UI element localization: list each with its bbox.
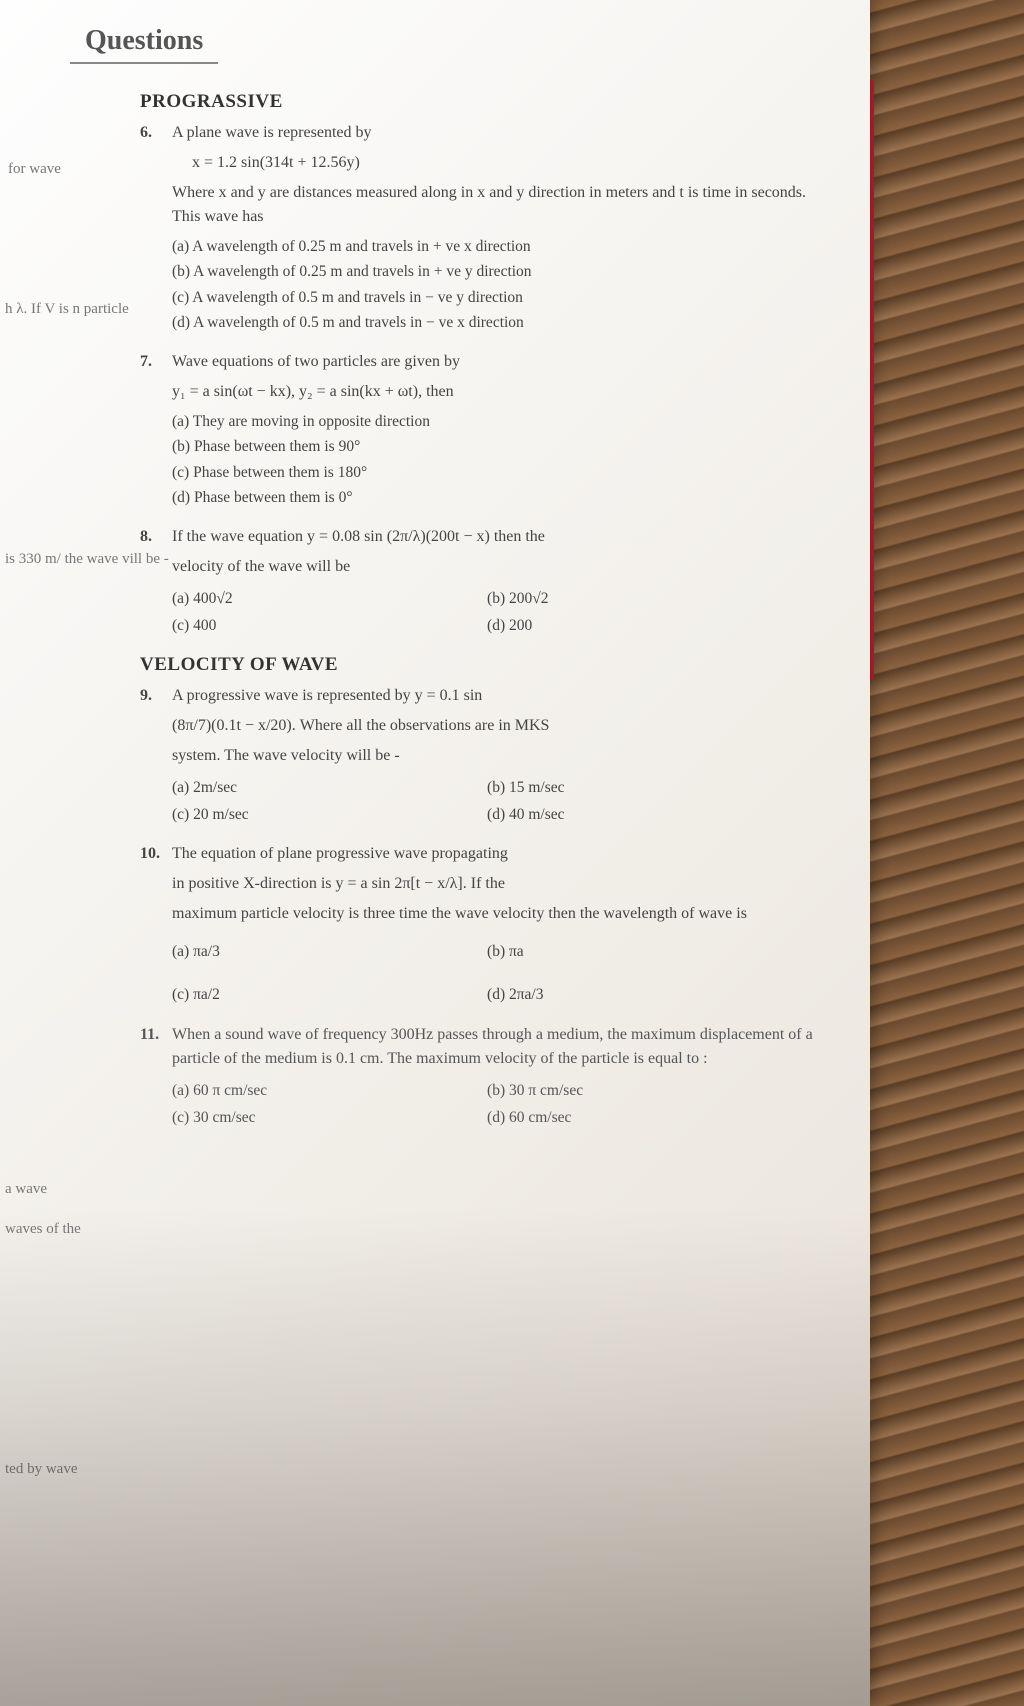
section-progressive: PROGRASSIVE xyxy=(140,91,820,113)
q7-num: 7. xyxy=(140,350,168,374)
q6-text2: Where x and y are distances measured alo… xyxy=(172,181,820,229)
q10-text3: maximum particle velocity is three time … xyxy=(172,902,820,926)
q8-opt-a: (a) 400√2 xyxy=(172,587,483,610)
margin-note-2: h λ. If V is n particle xyxy=(5,300,129,320)
q8-opt-d: (d) 200 xyxy=(487,614,798,637)
q9-num: 9. xyxy=(140,684,168,708)
q8-opt-c: (c) 400 xyxy=(172,614,483,637)
q9-opt-c: (c) 20 m/sec xyxy=(172,803,483,826)
page-surface: Questions for wave h λ. If V is n partic… xyxy=(0,0,870,1706)
q7-text1: Wave equations of two particles are give… xyxy=(172,350,820,374)
question-11: 11. When a sound wave of frequency 300Hz… xyxy=(140,1023,820,1132)
q8-text2: velocity of the wave will be xyxy=(172,555,820,579)
question-8: 8. If the wave equation y = 0.08 sin (2π… xyxy=(140,525,820,640)
margin-note-3: is 330 m/ the wave vill be - xyxy=(5,550,169,570)
q9-opt-d: (d) 40 m/sec xyxy=(487,803,798,826)
q10-opt-b: (b) πa xyxy=(487,940,798,963)
question-9: 9. A progressive wave is represented by … xyxy=(140,684,820,829)
content-column: PROGRASSIVE 6. A plane wave is represent… xyxy=(140,91,820,1131)
shadow-overlay xyxy=(0,1206,870,1706)
q9-text1: A progressive wave is represented by y =… xyxy=(172,684,820,708)
q9-opt-b: (b) 15 m/sec xyxy=(487,776,798,799)
q11-text1: When a sound wave of frequency 300Hz pas… xyxy=(172,1023,820,1071)
q8-num: 8. xyxy=(140,525,168,549)
q7-opt-c: (c) Phase between them is 180° xyxy=(172,461,820,484)
q6-num: 6. xyxy=(140,121,168,145)
margin-note-5: waves of the xyxy=(5,1220,81,1240)
q6-opt-a: (a) A wavelength of 0.25 m and travels i… xyxy=(172,235,820,258)
q7-eq: y₁ = a sin(ωt − kx), y₂ = a sin(kx + ωt)… xyxy=(172,380,820,404)
q8-text1: If the wave equation y = 0.08 sin (2π/λ)… xyxy=(172,525,820,549)
q6-opt-d: (d) A wavelength of 0.5 m and travels in… xyxy=(172,311,820,334)
question-10: 10. The equation of plane progressive wa… xyxy=(140,842,820,1009)
margin-note-6: ted by wave xyxy=(5,1460,77,1480)
q6-eq: x = 1.2 sin(314t + 12.56y) xyxy=(192,151,820,175)
q10-opt-d: (d) 2πa/3 xyxy=(487,983,798,1006)
q7-opt-a: (a) They are moving in opposite directio… xyxy=(172,410,820,433)
q10-num: 10. xyxy=(140,842,168,866)
q9-opt-a: (a) 2m/sec xyxy=(172,776,483,799)
q10-opt-a: (a) πa/3 xyxy=(172,940,483,963)
q7-opt-b: (b) Phase between them is 90° xyxy=(172,435,820,458)
q11-opt-c: (c) 30 cm/sec xyxy=(172,1106,483,1129)
q7-opt-d: (d) Phase between them is 0° xyxy=(172,486,820,509)
q10-text1: The equation of plane progressive wave p… xyxy=(172,842,820,866)
q6-text1: A plane wave is represented by xyxy=(172,121,820,145)
q11-opt-b: (b) 30 π cm/sec xyxy=(487,1079,798,1102)
q11-opt-a: (a) 60 π cm/sec xyxy=(172,1079,483,1102)
q9-eq: (8π/7)(0.1t − x/20). Where all the obser… xyxy=(172,714,820,738)
q6-opt-c: (c) A wavelength of 0.5 m and travels in… xyxy=(172,286,820,309)
header-title: Questions xyxy=(70,20,218,64)
margin-note-4: a wave xyxy=(5,1180,47,1200)
q8-opt-b: (b) 200√2 xyxy=(487,587,798,610)
question-6: 6. A plane wave is represented by x = 1.… xyxy=(140,121,820,336)
question-7: 7. Wave equations of two particles are g… xyxy=(140,350,820,511)
q9-text2: system. The wave velocity will be - xyxy=(172,744,820,768)
q6-opt-b: (b) A wavelength of 0.25 m and travels i… xyxy=(172,260,820,283)
margin-note-1: for wave xyxy=(8,160,61,180)
q11-opt-d: (d) 60 cm/sec xyxy=(487,1106,798,1129)
q11-num: 11. xyxy=(140,1023,168,1047)
section-velocity: VELOCITY OF WAVE xyxy=(140,654,820,676)
q10-opt-c: (c) πa/2 xyxy=(172,983,483,1006)
q10-text2: in positive X-direction is y = a sin 2π[… xyxy=(172,872,820,896)
